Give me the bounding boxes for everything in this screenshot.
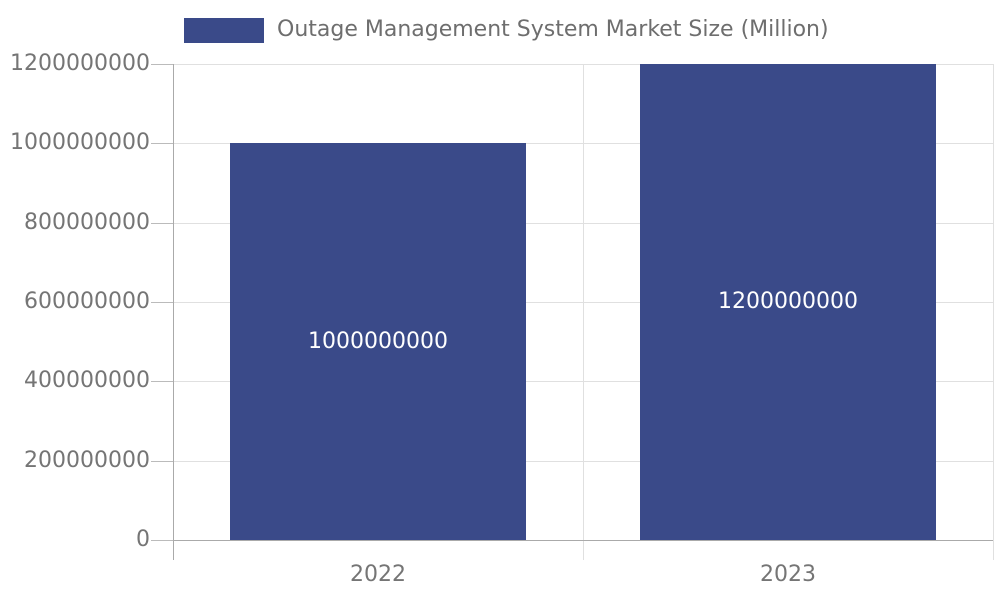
gridline-vertical [993, 64, 994, 560]
bar-value-label: 1000000000 [308, 329, 448, 354]
legend-label: Outage Management System Market Size (Mi… [277, 17, 829, 42]
y-axis-tick [151, 64, 173, 65]
y-axis-tick-label: 400000000 [24, 368, 150, 393]
y-axis-tick [151, 461, 173, 462]
gridline-vertical [583, 64, 584, 560]
bar-2023[interactable] [640, 64, 936, 540]
chart-legend[interactable]: Outage Management System Market Size (Mi… [184, 16, 829, 44]
legend-swatch-icon [184, 17, 264, 43]
x-axis-line [173, 540, 993, 541]
bar-2022[interactable] [230, 143, 526, 540]
y-axis-tick [151, 143, 173, 144]
y-axis-tick [151, 540, 173, 541]
y-axis-tick-label: 600000000 [24, 289, 150, 314]
y-axis-tick [151, 302, 173, 303]
y-axis-tick-label: 800000000 [24, 210, 150, 235]
y-axis-tick [151, 381, 173, 382]
y-axis-tick-label: 1000000000 [10, 130, 150, 155]
bar-value-label: 1200000000 [718, 289, 858, 314]
x-axis-tick-label: 2023 [760, 562, 816, 587]
y-axis-tick-label: 0 [136, 527, 150, 552]
y-axis-tick [151, 223, 173, 224]
y-axis-line [173, 64, 174, 560]
y-axis-tick-label: 1200000000 [10, 51, 150, 76]
y-axis-tick-label: 200000000 [24, 448, 150, 473]
x-axis-tick-label: 2022 [350, 562, 406, 587]
